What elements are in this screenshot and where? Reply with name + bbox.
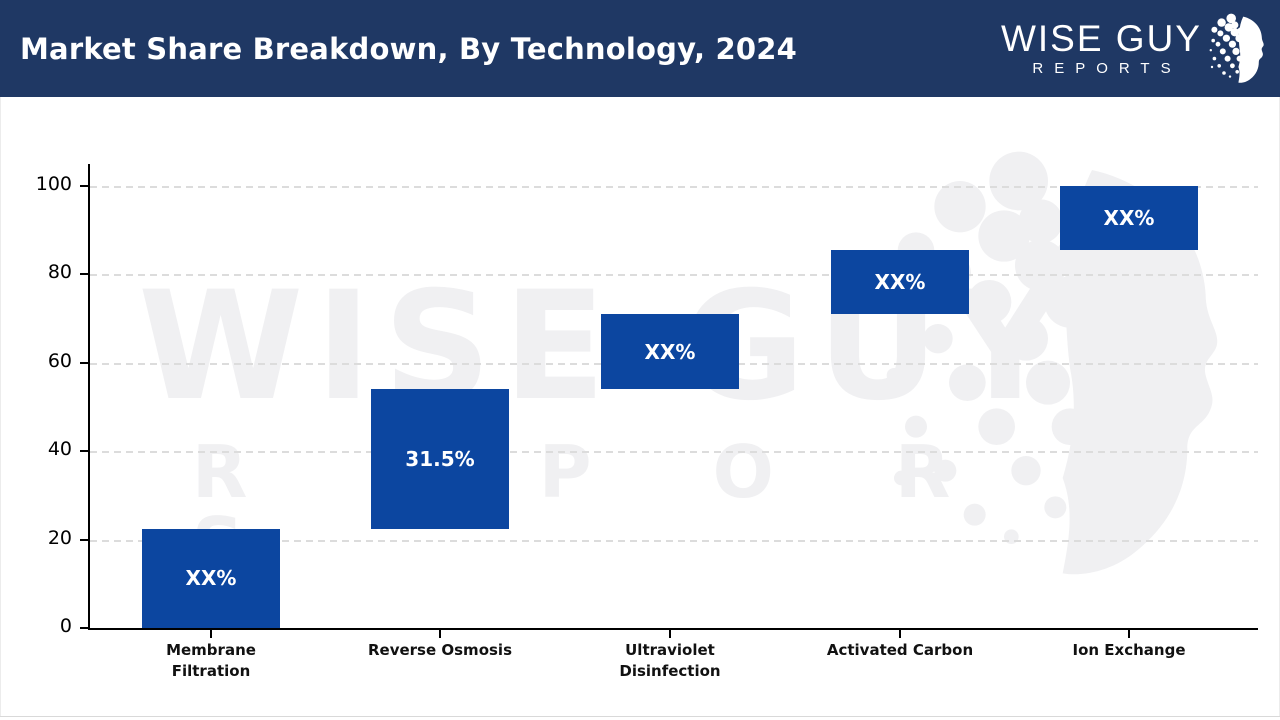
bar-membrane-filtration: XX% — [142, 528, 280, 628]
y-tick-100 — [80, 185, 88, 187]
x-label-membrane-filtration: Membrane Filtration — [166, 641, 256, 680]
gridline-40 — [90, 451, 1258, 454]
bar-value-label: XX% — [185, 566, 237, 591]
gridline-80 — [90, 274, 1258, 277]
x-tick-3 — [899, 630, 901, 638]
y-tick-label-60: 60 — [47, 349, 72, 372]
x-label-activated-carbon: Activated Carbon — [826, 641, 974, 659]
bar-value-label: XX% — [1103, 206, 1155, 231]
bar-ultraviolet-disinfection: XX% — [601, 314, 739, 390]
y-axis-line — [88, 164, 90, 630]
page-title: Market Share Breakdown, By Technology, 2… — [20, 31, 798, 66]
wise-guy-logo: WISE GUY REPORTS — [1001, 12, 1266, 86]
logo-wordmark: WISE GUY — [1000, 18, 1202, 59]
y-tick-label-0: 0 — [59, 615, 72, 637]
y-tick-label-80: 80 — [47, 261, 72, 284]
bottom-border — [0, 716, 1280, 717]
y-tick-20 — [80, 538, 88, 541]
gridline-20 — [90, 539, 1258, 542]
bar-activated-carbon: XX% — [831, 250, 969, 315]
header-bar: Market Share Breakdown, By Technology, 2… — [0, 0, 1280, 97]
logo-text: WISE GUY REPORTS — [1001, 20, 1202, 77]
x-tick-0 — [210, 630, 212, 638]
bar-value-label: 31.5% — [405, 446, 475, 471]
x-label-ultraviolet-disinfection: Ultraviolet Disinfection — [619, 641, 721, 680]
x-axis-line — [88, 628, 1258, 630]
bar-value-label: XX% — [874, 270, 926, 295]
y-tick-label-40: 40 — [47, 438, 72, 461]
x-tick-4 — [1128, 630, 1130, 638]
y-tick-label-20: 20 — [47, 526, 72, 549]
y-tick-0 — [80, 627, 88, 629]
y-tick-40 — [80, 450, 88, 453]
left-border — [0, 97, 1, 717]
gridline-100 — [90, 186, 1258, 188]
y-tick-label-100: 100 — [35, 173, 72, 195]
x-label-reverse-osmosis: Reverse Osmosis — [367, 641, 512, 659]
x-label-ion-exchange: Ion Exchange — [1072, 641, 1186, 659]
logo-subtitle: REPORTS — [1032, 60, 1182, 77]
bar-reverse-osmosis: 31.5% — [371, 389, 509, 529]
y-tick-80 — [80, 273, 88, 276]
x-tick-1 — [439, 630, 441, 638]
y-tick-60 — [80, 361, 88, 364]
bar-value-label: XX% — [644, 339, 696, 364]
bar-ion-exchange: XX% — [1060, 186, 1198, 251]
x-tick-2 — [669, 630, 671, 638]
